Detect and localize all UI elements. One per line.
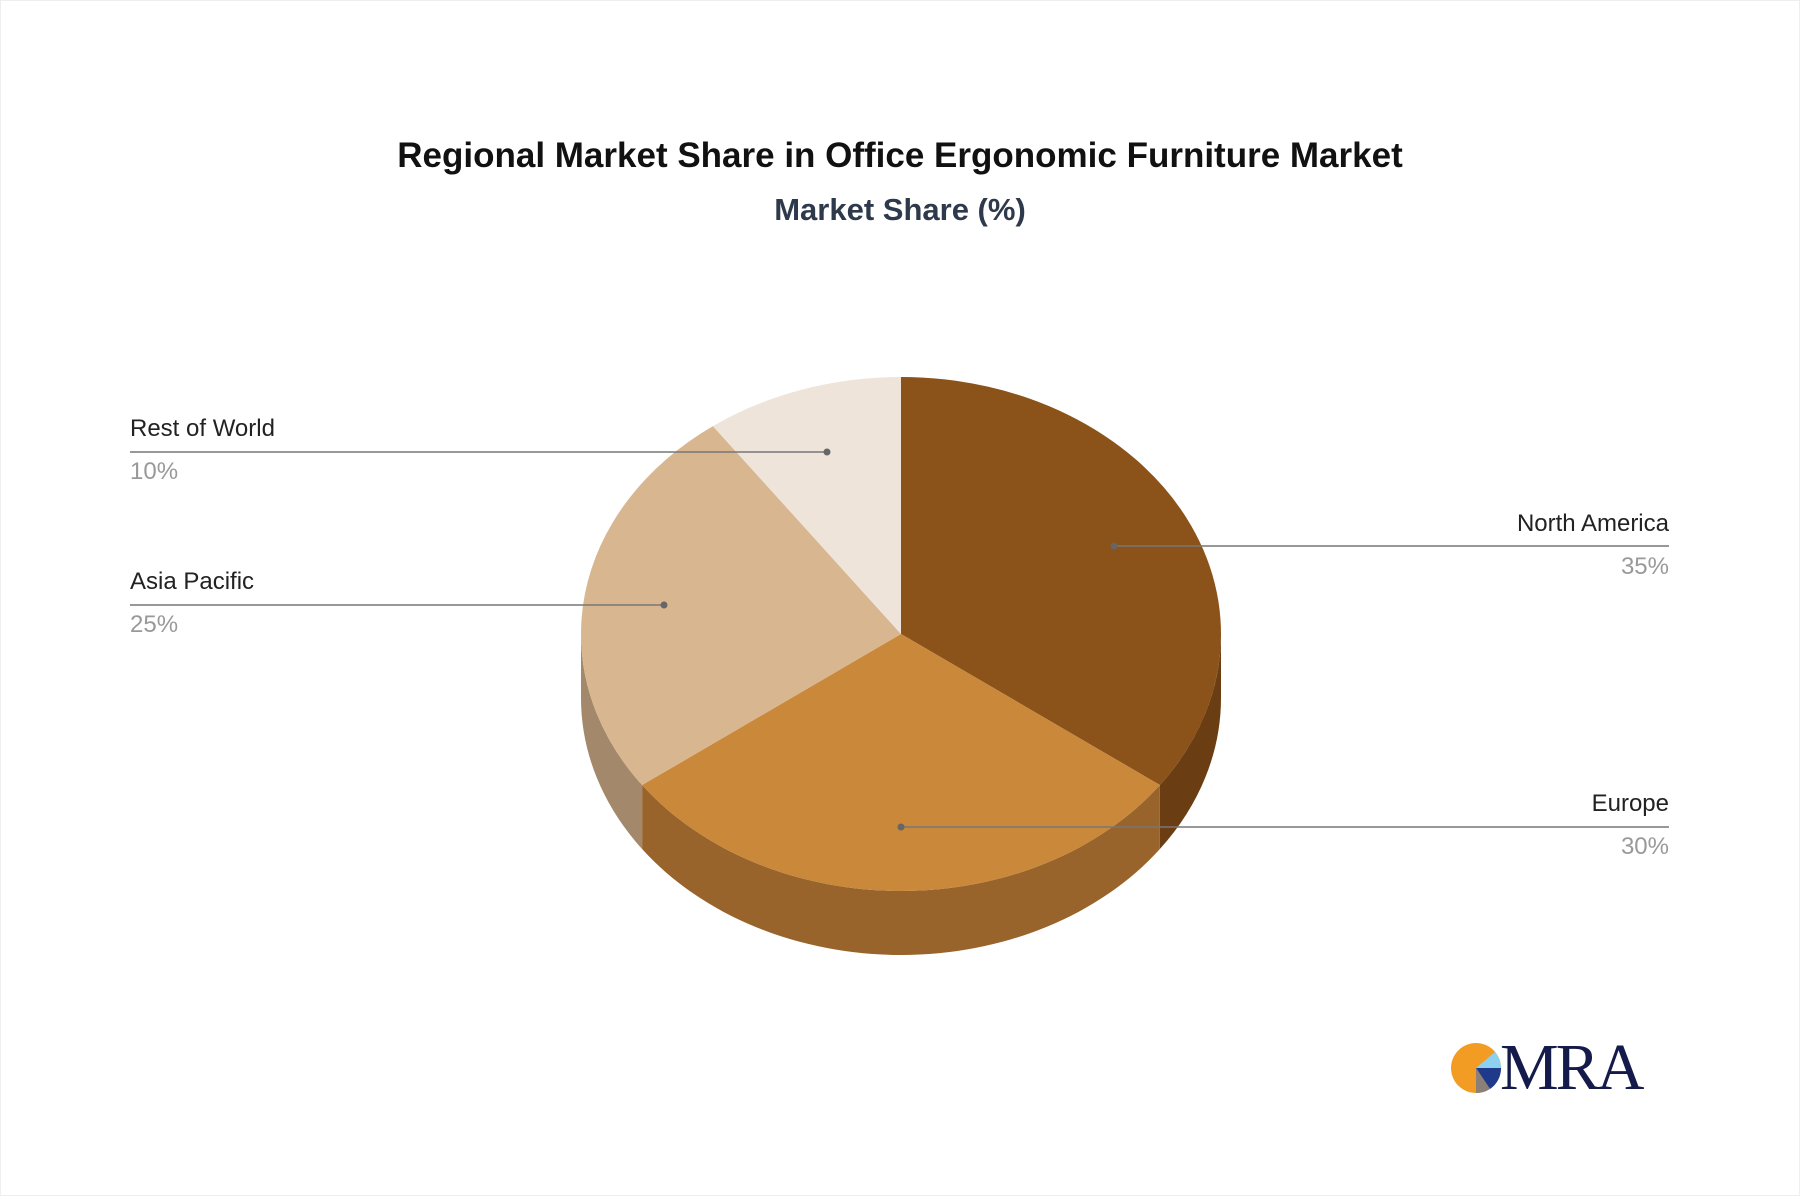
label-rest-of-world: Rest of World: [130, 415, 275, 442]
pie-side-asia-pacific: [581, 634, 643, 850]
leader-dot-north-america: [1110, 542, 1118, 550]
label-europe: Europe: [1591, 790, 1669, 817]
value-rest-of-world: 10%: [130, 458, 179, 485]
chart-subtitle: Market Share (%): [774, 192, 1026, 227]
value-asia-pacific: 25%: [130, 611, 179, 638]
leader-dot-asia-pacific: [660, 601, 668, 609]
value-europe: 30%: [1620, 833, 1669, 860]
label-north-america: North America: [1516, 510, 1669, 537]
pie-slice-north-america[interactable]: [901, 377, 1221, 786]
leader-dot-europe: [897, 823, 905, 831]
mra-logo-pie-icon: [1451, 1043, 1502, 1094]
leader-dot-rest-of-world: [823, 448, 831, 456]
value-north-america: 35%: [1620, 553, 1669, 580]
pie-side-north-america: [1159, 634, 1221, 850]
pie-side-europe: [642, 785, 1160, 956]
pie-slice-rest-of-world[interactable]: [712, 377, 901, 634]
mra-logo-text: MRA: [1500, 1031, 1644, 1104]
chart-title: Regional Market Share in Office Ergonomi…: [397, 136, 1403, 175]
label-asia-pacific: Asia Pacific: [130, 568, 255, 595]
pie-slice-asia-pacific[interactable]: [581, 426, 901, 786]
